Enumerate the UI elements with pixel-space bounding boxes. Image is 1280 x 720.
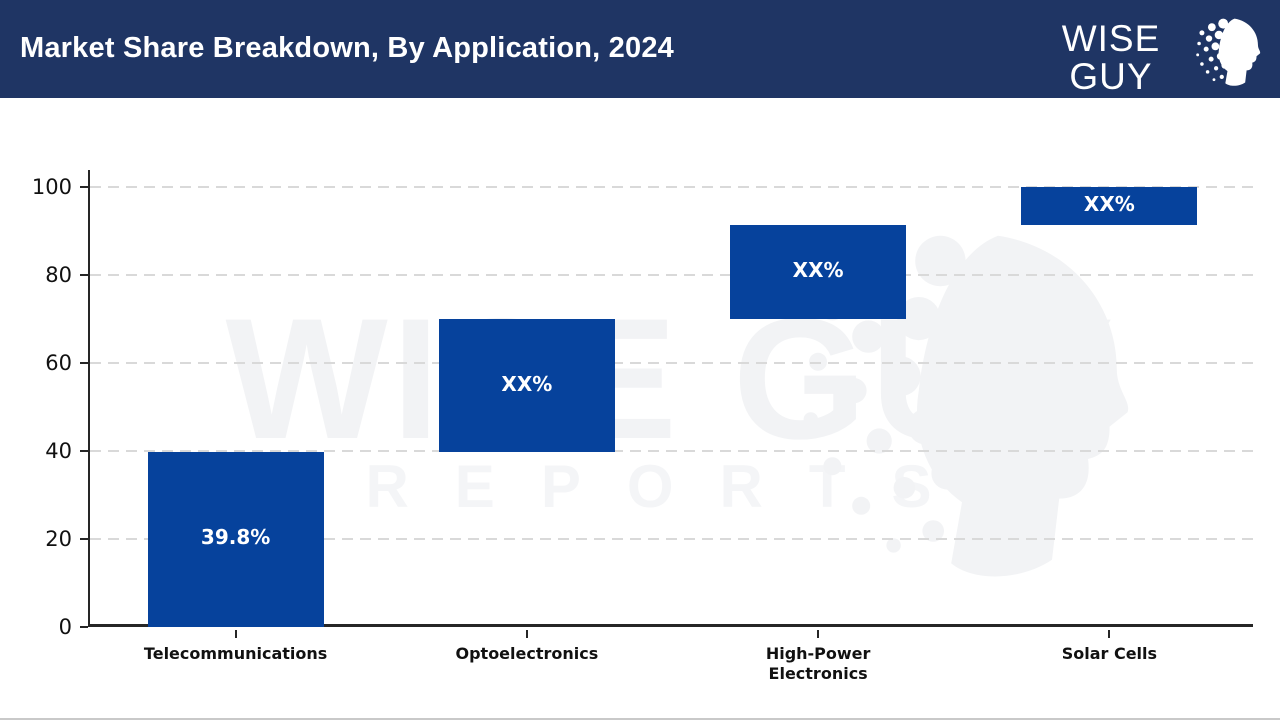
y-axis-tick — [80, 626, 88, 628]
y-axis-tick-label: 60 — [45, 351, 72, 376]
y-axis-tick — [80, 450, 88, 453]
bar-value-label: 39.8% — [200, 525, 271, 550]
plot-area: WISE GUY REPORTS 0 20 40 60 80 100 39.8% Teleco… — [32, 170, 1253, 683]
bar-segment — [1021, 187, 1198, 225]
logo-text: WISE GUY REPORTS — [1020, 18, 1202, 114]
x-axis-category-label: Solar Cells — [1061, 644, 1158, 663]
gridline — [90, 450, 1253, 453]
x-axis-tick — [1108, 630, 1111, 638]
logo-wordmark: WISE GUY — [1061, 18, 1161, 97]
y-axis-tick-label: 20 — [45, 527, 72, 552]
y-axis-tick — [80, 538, 88, 541]
gridline — [90, 362, 1253, 365]
y-axis-tick-label: 100 — [31, 175, 72, 200]
x-axis-category-label: Optoelectronics — [455, 644, 599, 663]
y-axis-tick-label: 40 — [45, 439, 72, 464]
bar-value-label: XX% — [1083, 192, 1135, 217]
page-title: Market Share Breakdown, By Application, … — [20, 32, 674, 64]
x-axis-tick — [234, 630, 237, 638]
y-axis-tick — [80, 186, 88, 189]
x-axis-tick — [525, 630, 528, 638]
header-bar: Market Share Breakdown, By Application, … — [0, 0, 1280, 113]
x-axis-tick — [817, 630, 820, 638]
bar-segment — [438, 319, 615, 452]
y-axis-tick — [80, 274, 88, 277]
y-axis-tick — [80, 362, 88, 365]
gridline — [90, 274, 1253, 277]
head-profile-dots-icon — [1196, 18, 1261, 86]
logo-subtitle: REPORTS — [1040, 98, 1188, 113]
watermark-wordmark: WISE GUY — [225, 283, 1118, 475]
y-axis-tick-label: 0 — [58, 615, 72, 639]
bar-segment — [147, 451, 324, 627]
bar-value-label: XX% — [501, 371, 553, 396]
bar-value-label: XX% — [792, 258, 844, 283]
wise-guy-reports-logo: WISE GUY REPORTS — [1020, 4, 1270, 113]
gridline — [90, 186, 1253, 189]
gridline — [90, 538, 1253, 541]
x-axis-category-label: Telecommunications — [143, 644, 328, 663]
y-axis-tick-label: 80 — [45, 263, 72, 288]
x-axis-category-label: High-Power Electronics — [765, 644, 871, 683]
